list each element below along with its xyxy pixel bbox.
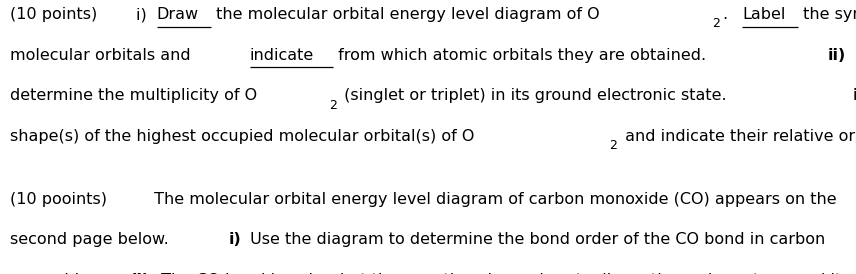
Text: indicate: indicate xyxy=(250,48,314,63)
Text: iii): iii) xyxy=(853,88,856,103)
Text: second page below.: second page below. xyxy=(10,232,179,247)
Text: i): i) xyxy=(136,7,152,22)
Text: The molecular orbital energy level diagram of carbon monoxide (CO) appears on th: The molecular orbital energy level diagr… xyxy=(149,192,836,207)
Text: ii): ii) xyxy=(132,273,151,274)
Text: the symmetry of all: the symmetry of all xyxy=(799,7,856,22)
Text: Use the diagram to: Use the diagram to xyxy=(851,48,856,63)
Text: Use the diagram to determine the bond order of the CO bond in carbon: Use the diagram to determine the bond or… xyxy=(245,232,825,247)
Text: Label: Label xyxy=(742,7,786,22)
Text: The CO bond is polar, but the negative charge is actually on the carbon atom, an: The CO bond is polar, but the negative c… xyxy=(156,273,849,274)
Text: and indicate their relative orientations.: and indicate their relative orientations… xyxy=(620,129,856,144)
Text: .: . xyxy=(722,7,738,22)
Text: (10 pooints): (10 pooints) xyxy=(10,192,117,207)
Text: shape(s) of the highest occupied molecular orbital(s) of O: shape(s) of the highest occupied molecul… xyxy=(10,129,474,144)
Text: 2: 2 xyxy=(712,18,720,30)
Text: Draw: Draw xyxy=(157,7,199,22)
Text: i): i) xyxy=(229,232,241,247)
Text: 2: 2 xyxy=(330,99,337,112)
Text: (singlet or triplet) in its ground electronic state.: (singlet or triplet) in its ground elect… xyxy=(339,88,737,103)
Text: ii): ii) xyxy=(828,48,846,63)
Text: molecular orbitals and: molecular orbitals and xyxy=(10,48,196,63)
Text: the molecular orbital energy level diagram of O: the molecular orbital energy level diagr… xyxy=(211,7,599,22)
Text: (10 points): (10 points) xyxy=(10,7,108,22)
Text: monoxide.: monoxide. xyxy=(10,273,104,274)
Text: determine the multiplicity of O: determine the multiplicity of O xyxy=(10,88,258,103)
Text: 2: 2 xyxy=(609,139,617,152)
Text: from which atomic orbitals they are obtained.: from which atomic orbitals they are obta… xyxy=(333,48,716,63)
